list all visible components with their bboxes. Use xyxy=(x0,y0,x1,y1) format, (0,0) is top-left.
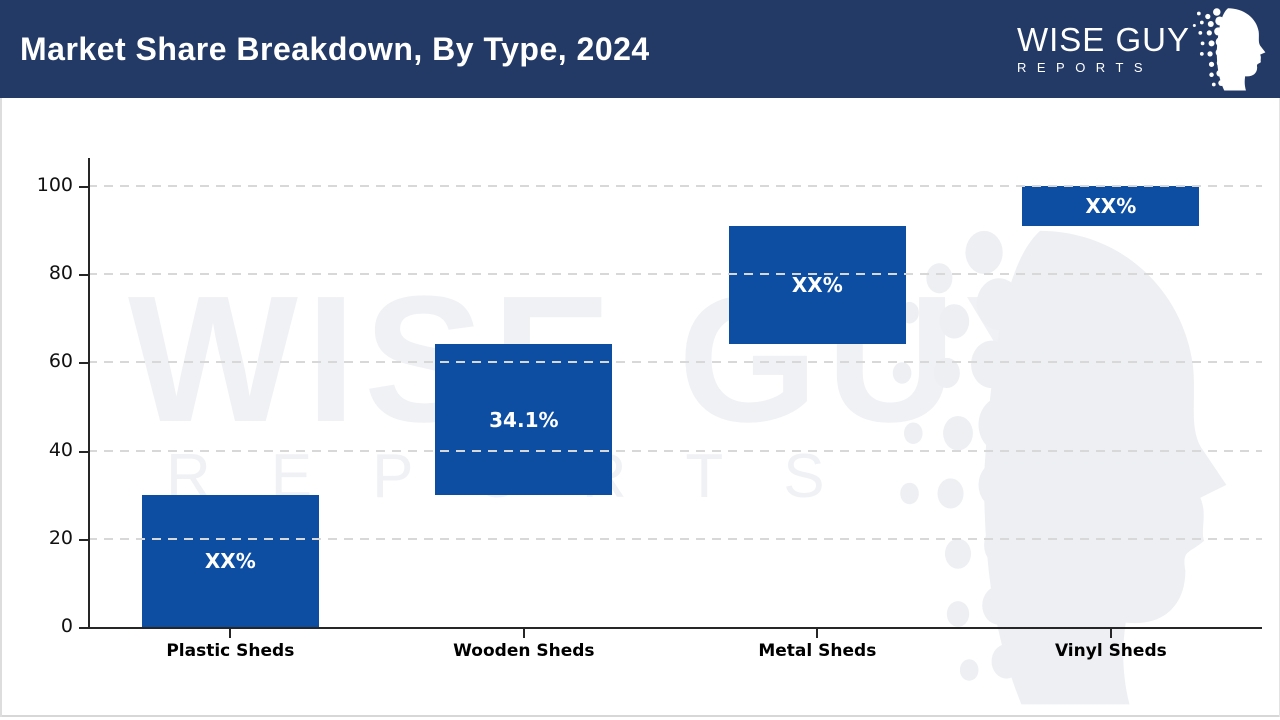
y-tick-20 xyxy=(79,538,88,541)
x-tick-label: Plastic Sheds xyxy=(166,641,295,661)
x-tick-label: Wooden Sheds xyxy=(453,641,595,661)
y-axis-line xyxy=(88,158,90,629)
y-tick-60 xyxy=(79,362,88,365)
y-tick-0 xyxy=(79,627,88,629)
brand-logo: WISE GUY REPORTS xyxy=(1017,0,1272,98)
brand-wordmark: WISE GUY REPORTS xyxy=(1017,23,1190,75)
y-tick-label: 80 xyxy=(48,262,73,285)
bar-value-label: 34.1% xyxy=(489,407,559,432)
gridline-20 xyxy=(88,537,1262,540)
header-bar: Market Share Breakdown, By Type, 2024 WI… xyxy=(0,0,1280,98)
bar-plastic-sheds: XX% xyxy=(141,494,319,627)
bar-wooden-sheds: 34.1% xyxy=(435,344,613,495)
x-tick-3 xyxy=(816,629,819,638)
page-title: Market Share Breakdown, By Type, 2024 xyxy=(20,30,650,67)
x-tick-4 xyxy=(1109,629,1112,638)
y-tick-label: 40 xyxy=(48,438,73,461)
x-tick-1 xyxy=(229,629,232,638)
page-left-rule xyxy=(0,98,2,717)
y-tick-label: 60 xyxy=(48,350,73,373)
brand-face-icon xyxy=(1192,8,1266,91)
bar-vinyl-sheds: XX% xyxy=(1022,186,1200,226)
page-bottom-rule xyxy=(0,715,1280,717)
y-tick-label: 0 xyxy=(60,615,73,637)
y-tick-label: 20 xyxy=(48,526,73,549)
bar-value-label: XX% xyxy=(204,548,256,573)
bar-value-label: XX% xyxy=(791,273,843,297)
gridline-60 xyxy=(88,361,1262,364)
y-tick-label: 100 xyxy=(36,174,73,196)
x-tick-label: Vinyl Sheds xyxy=(1054,641,1167,661)
gridline-40 xyxy=(88,449,1262,452)
y-tick-100 xyxy=(79,186,88,188)
chart-area: WISE GUY REPORTS XX%34.1%XX%XX%020406080… xyxy=(0,98,1280,720)
brand-subtitle: REPORTS xyxy=(1016,60,1154,75)
gridline-100 xyxy=(88,185,1262,187)
bar-value-label: XX% xyxy=(1085,193,1137,218)
bar-metal-sheds: XX% xyxy=(728,225,906,345)
x-tick-label: Metal Sheds xyxy=(758,641,877,661)
gridline-80 xyxy=(88,273,1262,276)
y-tick-40 xyxy=(79,450,88,453)
x-tick-2 xyxy=(522,629,525,638)
brand-name: WISE GUY xyxy=(1016,21,1190,58)
y-tick-80 xyxy=(79,274,88,277)
x-axis-line xyxy=(88,627,1262,629)
